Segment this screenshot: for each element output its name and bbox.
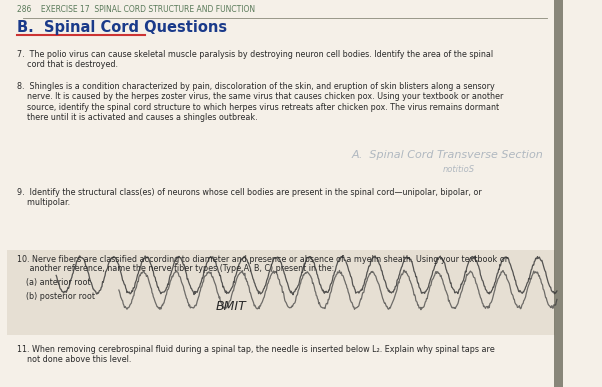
Text: 11. When removing cerebrospinal fluid during a spinal tap, the needle is inserte: 11. When removing cerebrospinal fluid du… xyxy=(17,345,495,365)
Text: another reference, name the nerve fiber types (Type A, B, C) present in the:: another reference, name the nerve fiber … xyxy=(17,264,334,273)
Text: 10. Nerve fibers are classified according to diameter and presence or absence of: 10. Nerve fibers are classified accordin… xyxy=(17,255,508,264)
Text: 9.  Identify the structural class(es) of neurons whose cell bodies are present i: 9. Identify the structural class(es) of … xyxy=(17,188,482,207)
Text: A.  Spinal Cord Transverse Section: A. Spinal Cord Transverse Section xyxy=(351,150,543,160)
FancyBboxPatch shape xyxy=(7,250,555,335)
Text: (b) posterior root: (b) posterior root xyxy=(26,292,95,301)
FancyBboxPatch shape xyxy=(554,0,563,387)
Text: 8.  Shingles is a condition characterized by pain, discoloration of the skin, an: 8. Shingles is a condition characterized… xyxy=(17,82,503,122)
Text: (a) anterior root: (a) anterior root xyxy=(26,278,91,287)
Text: 286    EXERCISE 17  SPINAL CORD STRUCTURE AND FUNCTION: 286 EXERCISE 17 SPINAL CORD STRUCTURE AN… xyxy=(17,5,255,14)
Text: BMIT: BMIT xyxy=(216,300,246,313)
Text: B.  Spinal Cord Questions: B. Spinal Cord Questions xyxy=(17,20,227,35)
Text: notitioS: notitioS xyxy=(442,166,475,175)
Text: 7.  The polio virus can cause skeletal muscle paralysis by destroying neuron cel: 7. The polio virus can cause skeletal mu… xyxy=(17,50,493,69)
